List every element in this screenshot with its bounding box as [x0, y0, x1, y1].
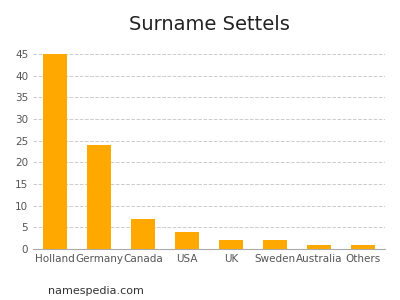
- Bar: [175, 232, 199, 249]
- Bar: [43, 54, 67, 249]
- Bar: [87, 145, 111, 249]
- Bar: [263, 241, 287, 249]
- Title: Surname Settels: Surname Settels: [129, 15, 290, 34]
- Bar: [131, 219, 155, 249]
- Text: namespedia.com: namespedia.com: [48, 286, 144, 296]
- Bar: [307, 245, 331, 249]
- Bar: [219, 241, 243, 249]
- Bar: [351, 245, 375, 249]
